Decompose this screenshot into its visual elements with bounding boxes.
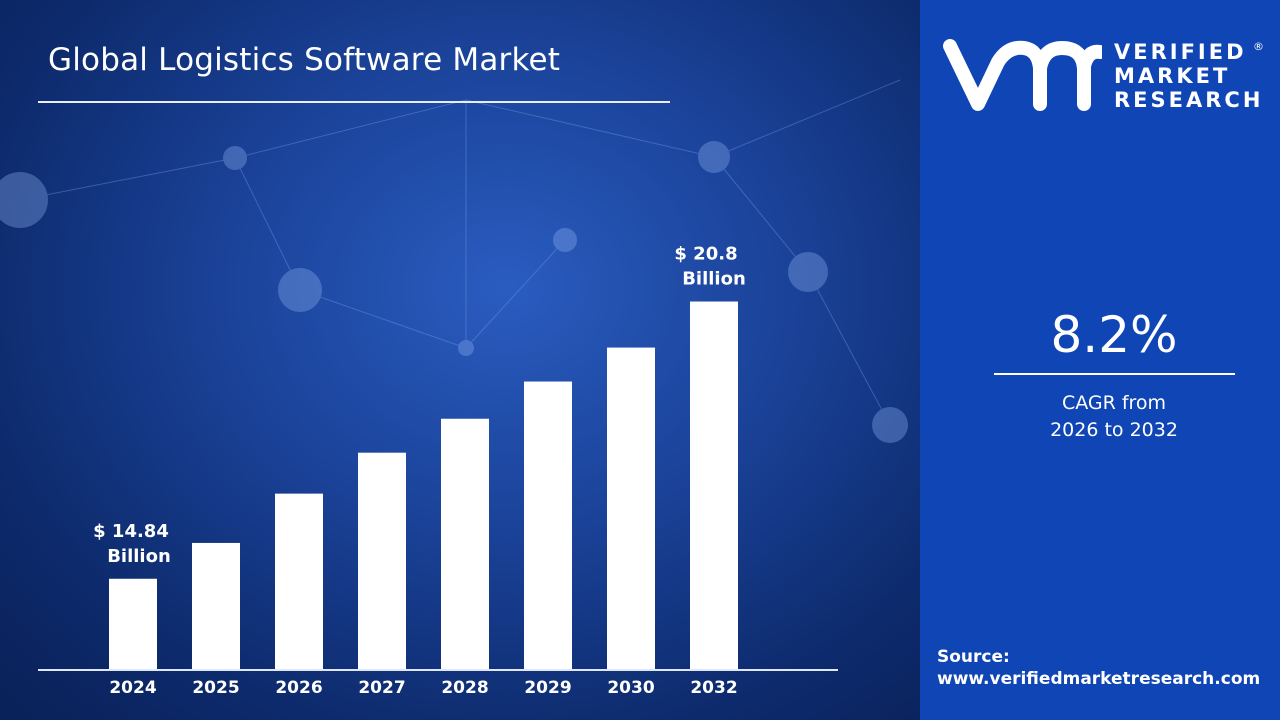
brand-line-1: VERIFIED [1114, 40, 1247, 64]
info-panel [920, 0, 1280, 720]
cagr-label: CAGR from 2026 to 2032 [994, 390, 1234, 444]
data-label-value: $ 20.8 [674, 244, 737, 265]
x-tick-label: 2027 [358, 678, 405, 698]
x-tick-label: 2024 [109, 678, 156, 698]
x-tick-label: 2029 [524, 678, 571, 698]
network-pattern [0, 79, 908, 443]
bar-2029 [524, 381, 572, 669]
chart-title: Global Logistics Software Market [48, 42, 561, 78]
brand-line-2: MARKET [1114, 64, 1231, 88]
bar-2025 [192, 542, 240, 669]
chart-background: Global Logistics Software Market 2024 $ 1… [0, 0, 920, 720]
bar-2030 [607, 347, 655, 669]
cagr-divider [994, 373, 1235, 375]
x-tick-label: 2030 [607, 678, 654, 698]
cagr-label-line-1: CAGR from [1061, 392, 1167, 414]
title-divider [38, 101, 670, 103]
x-tick-label: 2028 [441, 678, 488, 698]
source: Source: www.verifiedmarketresearch.com [937, 646, 1260, 690]
bar-2027 [358, 452, 406, 669]
data-label-unit: Billion [107, 546, 171, 567]
source-label: Source: [937, 647, 1010, 667]
data-label-value: $ 14.84 [93, 521, 169, 542]
bar-2026 [275, 493, 323, 669]
x-tick-label: 2032 [690, 678, 737, 698]
vmr-logo-icon [943, 39, 1102, 111]
x-tick-label: 2026 [275, 678, 322, 698]
brand-name: VERIFIED MARKET RESEARCH [1114, 40, 1263, 112]
data-label-unit: Billion [682, 269, 746, 290]
x-tick-label: 2025 [192, 678, 239, 698]
bar-2028 [441, 418, 489, 669]
registered-mark: ® [1253, 40, 1264, 53]
cagr-value: 8.2% [1050, 306, 1178, 364]
bar-chart: 2024 $ 14.84 Billion 2025 2026 2027 2028 2029 20… [38, 244, 838, 698]
source-url[interactable]: www.verifiedmarketresearch.com [937, 669, 1261, 689]
bar-2024 [109, 578, 157, 669]
cagr-label-line-2: 2026 to 2032 [1050, 419, 1178, 441]
brand-line-3: RESEARCH [1114, 88, 1264, 112]
bar-2032 [690, 301, 738, 669]
